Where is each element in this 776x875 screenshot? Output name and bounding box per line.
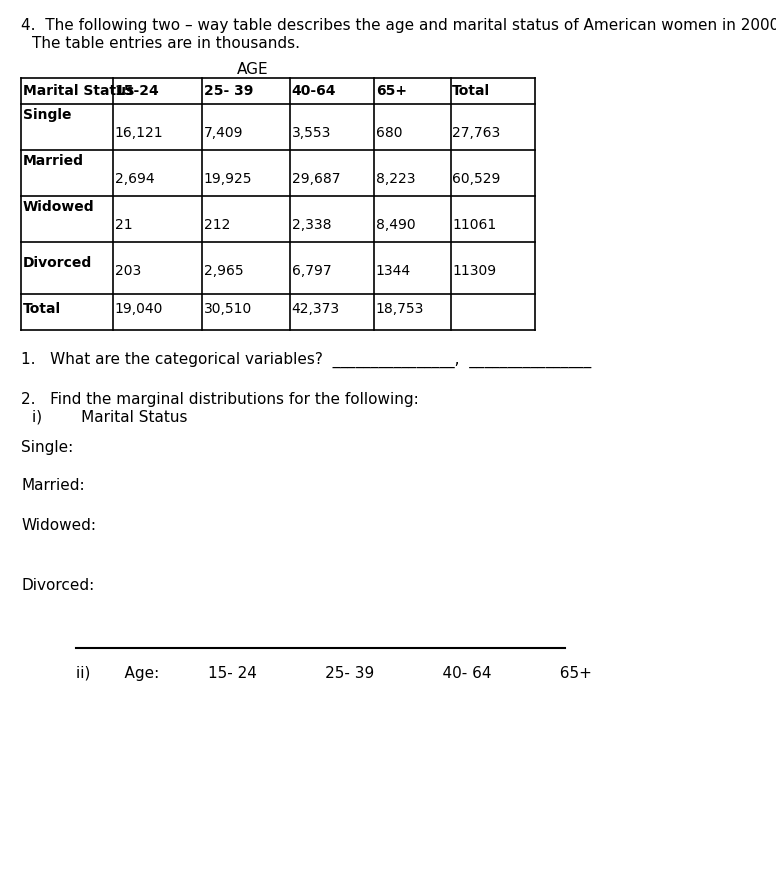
Text: 680: 680 (376, 126, 402, 140)
Text: Married:: Married: (22, 478, 85, 493)
Text: 203: 203 (115, 264, 140, 278)
Text: 16,121: 16,121 (115, 126, 163, 140)
Text: 21: 21 (115, 218, 132, 232)
Text: 8,223: 8,223 (376, 172, 415, 186)
Text: 4.  The following two – way table describes the age and marital status of Americ: 4. The following two – way table describ… (22, 18, 776, 33)
Text: AGE: AGE (237, 62, 268, 77)
Text: 1344: 1344 (376, 264, 411, 278)
Text: Single:: Single: (22, 440, 74, 455)
Text: 11309: 11309 (452, 264, 496, 278)
Text: 65+: 65+ (376, 84, 407, 98)
Text: 2.   Find the marginal distributions for the following:: 2. Find the marginal distributions for t… (22, 392, 419, 407)
Text: i)        Marital Status: i) Marital Status (32, 410, 188, 425)
Text: Marital Status: Marital Status (23, 84, 134, 98)
Text: Widowed:: Widowed: (22, 518, 96, 533)
Text: ii)       Age:          15- 24              25- 39              40- 64          : ii) Age: 15- 24 25- 39 40- 64 (76, 666, 592, 681)
Text: 8,490: 8,490 (376, 218, 415, 232)
Text: 40-64: 40-64 (292, 84, 336, 98)
Text: 60,529: 60,529 (452, 172, 501, 186)
Text: Total: Total (23, 302, 61, 316)
Text: 27,763: 27,763 (452, 126, 501, 140)
Text: 15-24: 15-24 (115, 84, 159, 98)
Text: 212: 212 (204, 218, 230, 232)
Text: 2,965: 2,965 (204, 264, 244, 278)
Text: 7,409: 7,409 (204, 126, 244, 140)
Text: 19,040: 19,040 (115, 302, 163, 316)
Text: 2,694: 2,694 (115, 172, 154, 186)
Text: 11061: 11061 (452, 218, 497, 232)
Text: 29,687: 29,687 (292, 172, 340, 186)
Text: 25- 39: 25- 39 (204, 84, 253, 98)
Text: 30,510: 30,510 (204, 302, 252, 316)
Text: 3,553: 3,553 (292, 126, 331, 140)
Text: Widowed: Widowed (23, 200, 95, 214)
Text: The table entries are in thousands.: The table entries are in thousands. (32, 36, 300, 51)
Text: 6,797: 6,797 (292, 264, 331, 278)
Text: 19,925: 19,925 (204, 172, 252, 186)
Text: 2,338: 2,338 (292, 218, 331, 232)
Text: 42,373: 42,373 (292, 302, 340, 316)
Text: Total: Total (452, 84, 490, 98)
Text: 1.   What are the categorical variables?  ________________,  ________________: 1. What are the categorical variables? _… (22, 352, 591, 368)
Text: Single: Single (23, 108, 71, 122)
Text: Married: Married (23, 154, 84, 168)
Text: Divorced:: Divorced: (22, 578, 95, 593)
Text: 18,753: 18,753 (376, 302, 424, 316)
Text: Divorced: Divorced (23, 256, 92, 270)
